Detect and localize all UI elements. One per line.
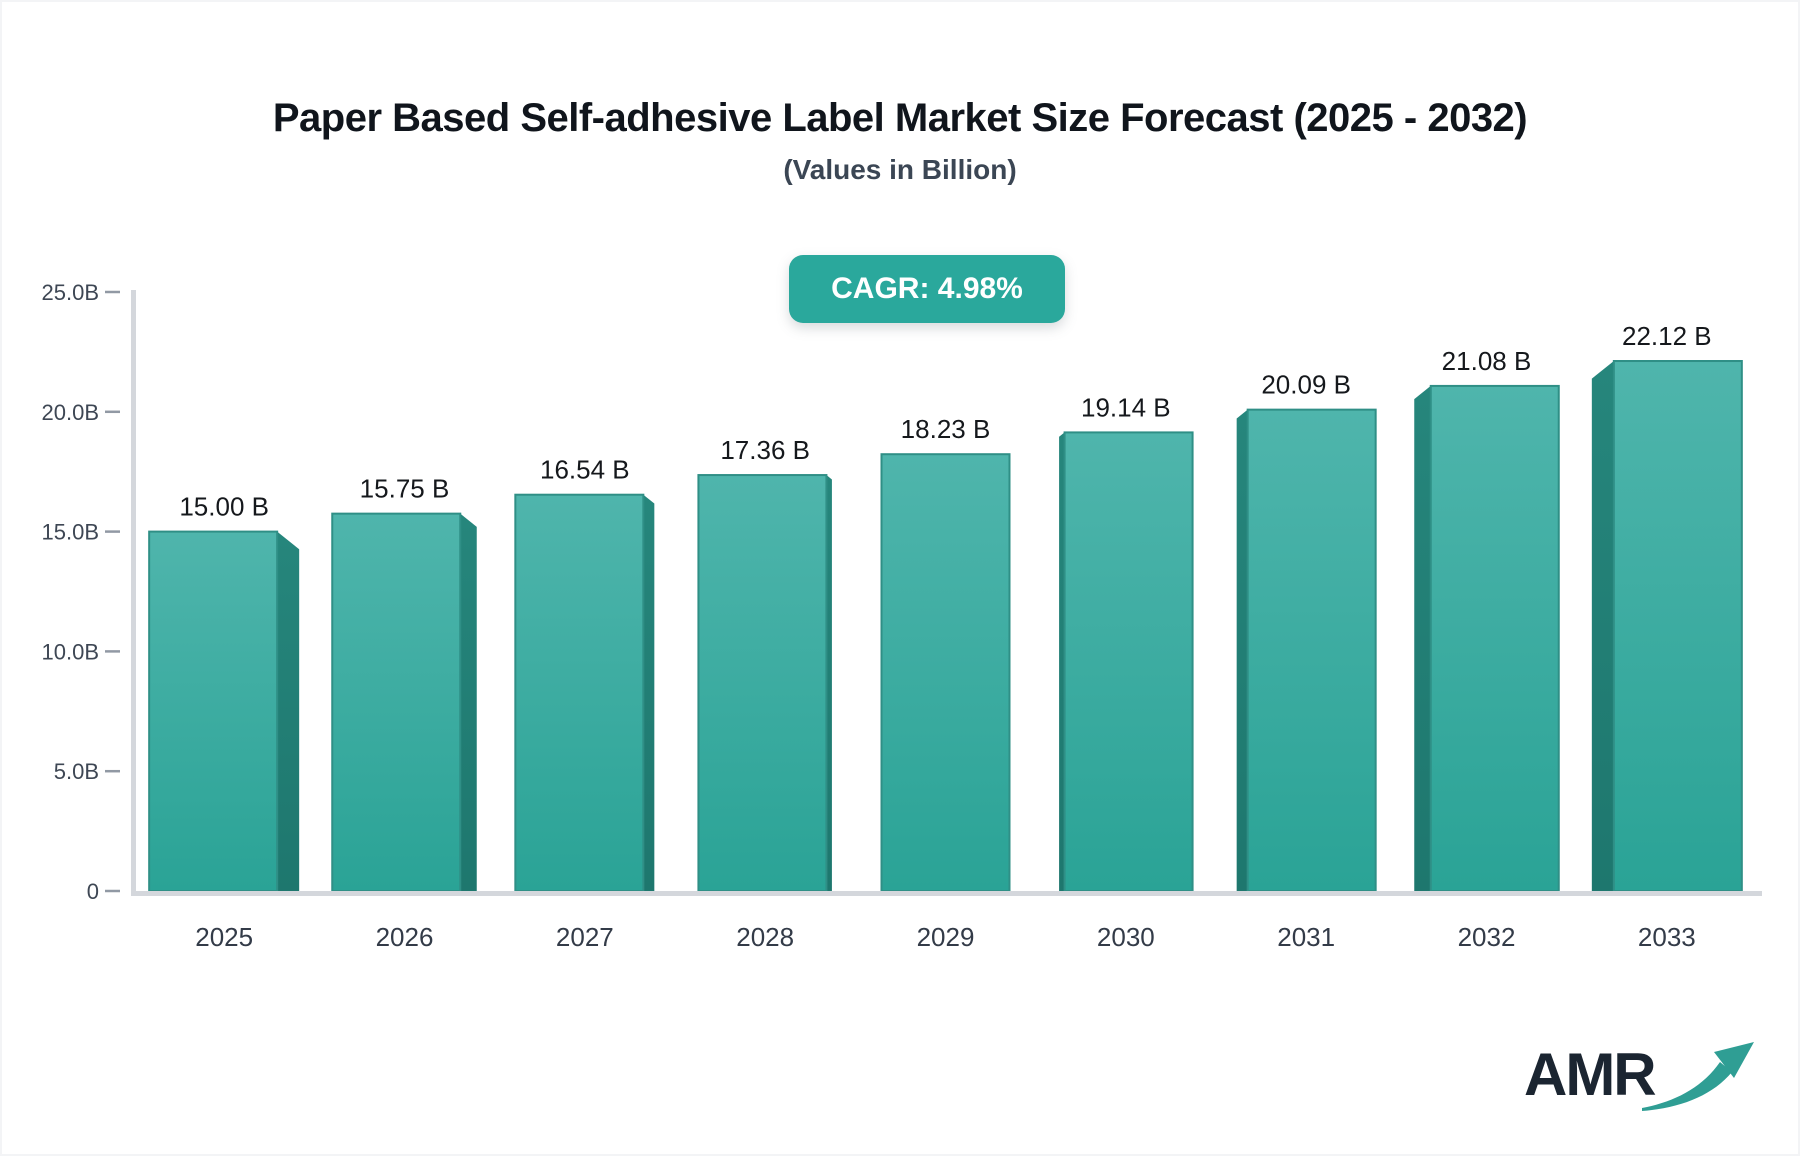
bar-front-face [331, 512, 462, 892]
x-axis-label-2027: 2027 [556, 922, 614, 952]
bar-side-face [643, 494, 655, 891]
growth-trend-arrow-icon [1642, 1042, 1754, 1111]
bar-value-label: 18.23 B [901, 414, 991, 444]
bar-value-label: 15.75 B [360, 474, 450, 504]
bar-side-face [1414, 385, 1431, 891]
y-axis-tick-label: 25.0B [42, 280, 100, 305]
bar-front-face [1063, 431, 1194, 892]
page-subtitle: (Values in Billion) [783, 154, 1017, 185]
amr-logo-text: AMR [1524, 1041, 1657, 1108]
bar-side-face [1059, 432, 1065, 891]
x-axis-label-2033: 2033 [1638, 922, 1696, 952]
bar-front-face [697, 474, 828, 892]
bar-2030: 19.14 B 2030 [1059, 392, 1194, 952]
x-axis-label-2025: 2025 [195, 922, 253, 952]
y-axis-tick-label: 20.0B [42, 400, 100, 425]
bar-side-face [1236, 409, 1248, 891]
y-axis-line [131, 290, 136, 893]
bar-value-label: 22.12 B [1622, 321, 1712, 351]
bar-2033: 22.12 B 2033 [1591, 321, 1743, 952]
x-axis-label-2028: 2028 [736, 922, 794, 952]
x-axis-label-2026: 2026 [376, 922, 434, 952]
bar-value-label: 16.54 B [540, 455, 630, 485]
bar-2031: 20.09 B 2031 [1236, 370, 1377, 952]
bar-value-label: 20.09 B [1261, 370, 1351, 400]
bar-side-face [460, 513, 477, 891]
bar-2027: 16.54 B 2027 [514, 455, 655, 952]
bar-side-face [1591, 361, 1614, 892]
x-axis-label-2032: 2032 [1458, 922, 1516, 952]
x-axis-label-2031: 2031 [1277, 922, 1335, 952]
y-axis-tick-label: 5.0B [54, 759, 99, 784]
x-axis-line [131, 891, 1762, 896]
bar-2029: 18.23 B 2029 [880, 414, 1011, 952]
y-axis-tick-label: 15.0B [42, 520, 100, 545]
bar-2032: 21.08 B 2032 [1414, 346, 1560, 952]
bar-side-face [826, 475, 832, 891]
bar-2028: 17.36 B 2028 [697, 435, 832, 952]
bar-front-face [148, 530, 279, 892]
y-axis-tick-label: 0 [87, 879, 99, 904]
page-title: Paper Based Self-adhesive Label Market S… [272, 96, 1528, 140]
bar-value-label: 19.14 B [1081, 392, 1171, 422]
bar-front-face [1429, 384, 1560, 892]
bar-2025: 15.00 B 2025 [148, 492, 300, 952]
y-axis-tick-label: 10.0B [42, 639, 100, 664]
bar-front-face [880, 453, 1011, 892]
bar-value-label: 15.00 B [179, 492, 269, 522]
bar-value-label: 17.36 B [720, 435, 810, 465]
cagr-badge-label: CAGR: 4.98% [831, 272, 1023, 305]
x-axis-label-2030: 2030 [1097, 922, 1155, 952]
cagr-badge: CAGR: 4.98% [789, 255, 1065, 323]
bar-front-face [1246, 408, 1377, 892]
amr-logo: AMR [1524, 1032, 1774, 1122]
x-axis-label-2029: 2029 [917, 922, 975, 952]
bar-value-label: 21.08 B [1442, 346, 1532, 376]
bar-front-face [514, 493, 645, 892]
bar-2026: 15.75 B 2026 [331, 474, 477, 952]
bar-front-face [1612, 360, 1743, 892]
bar-side-face [277, 531, 300, 891]
